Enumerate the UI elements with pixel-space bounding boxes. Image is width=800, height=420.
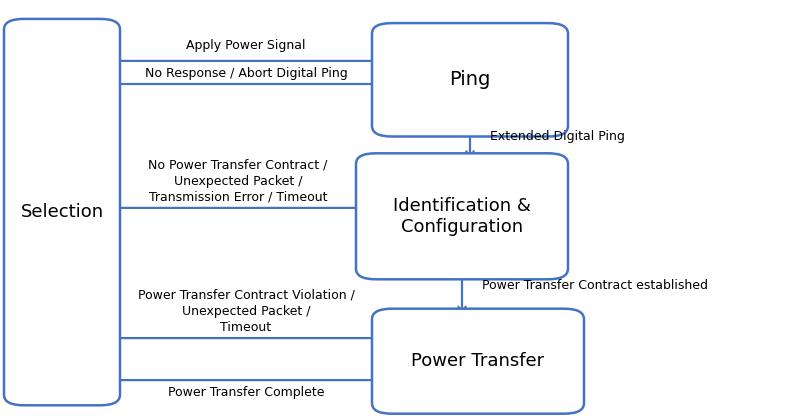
- Text: No Power Transfer Contract /
Unexpected Packet /
Transmission Error / Timeout: No Power Transfer Contract / Unexpected …: [148, 159, 328, 204]
- FancyBboxPatch shape: [356, 153, 568, 279]
- FancyBboxPatch shape: [372, 23, 568, 136]
- Text: Extended Digital Ping: Extended Digital Ping: [490, 130, 625, 143]
- Text: No Response / Abort Digital Ping: No Response / Abort Digital Ping: [145, 67, 347, 80]
- Text: Identification &
Configuration: Identification & Configuration: [393, 197, 531, 236]
- Text: Power Transfer Contract established: Power Transfer Contract established: [482, 279, 708, 292]
- Text: Ping: Ping: [450, 70, 490, 89]
- Text: Power Transfer Complete: Power Transfer Complete: [168, 386, 324, 399]
- FancyBboxPatch shape: [4, 19, 120, 405]
- Text: Power Transfer: Power Transfer: [411, 352, 545, 370]
- Text: Selection: Selection: [21, 203, 103, 221]
- Text: Apply Power Signal: Apply Power Signal: [186, 39, 306, 52]
- FancyBboxPatch shape: [372, 309, 584, 414]
- Text: Power Transfer Contract Violation /
Unexpected Packet /
Timeout: Power Transfer Contract Violation / Unex…: [138, 289, 354, 334]
